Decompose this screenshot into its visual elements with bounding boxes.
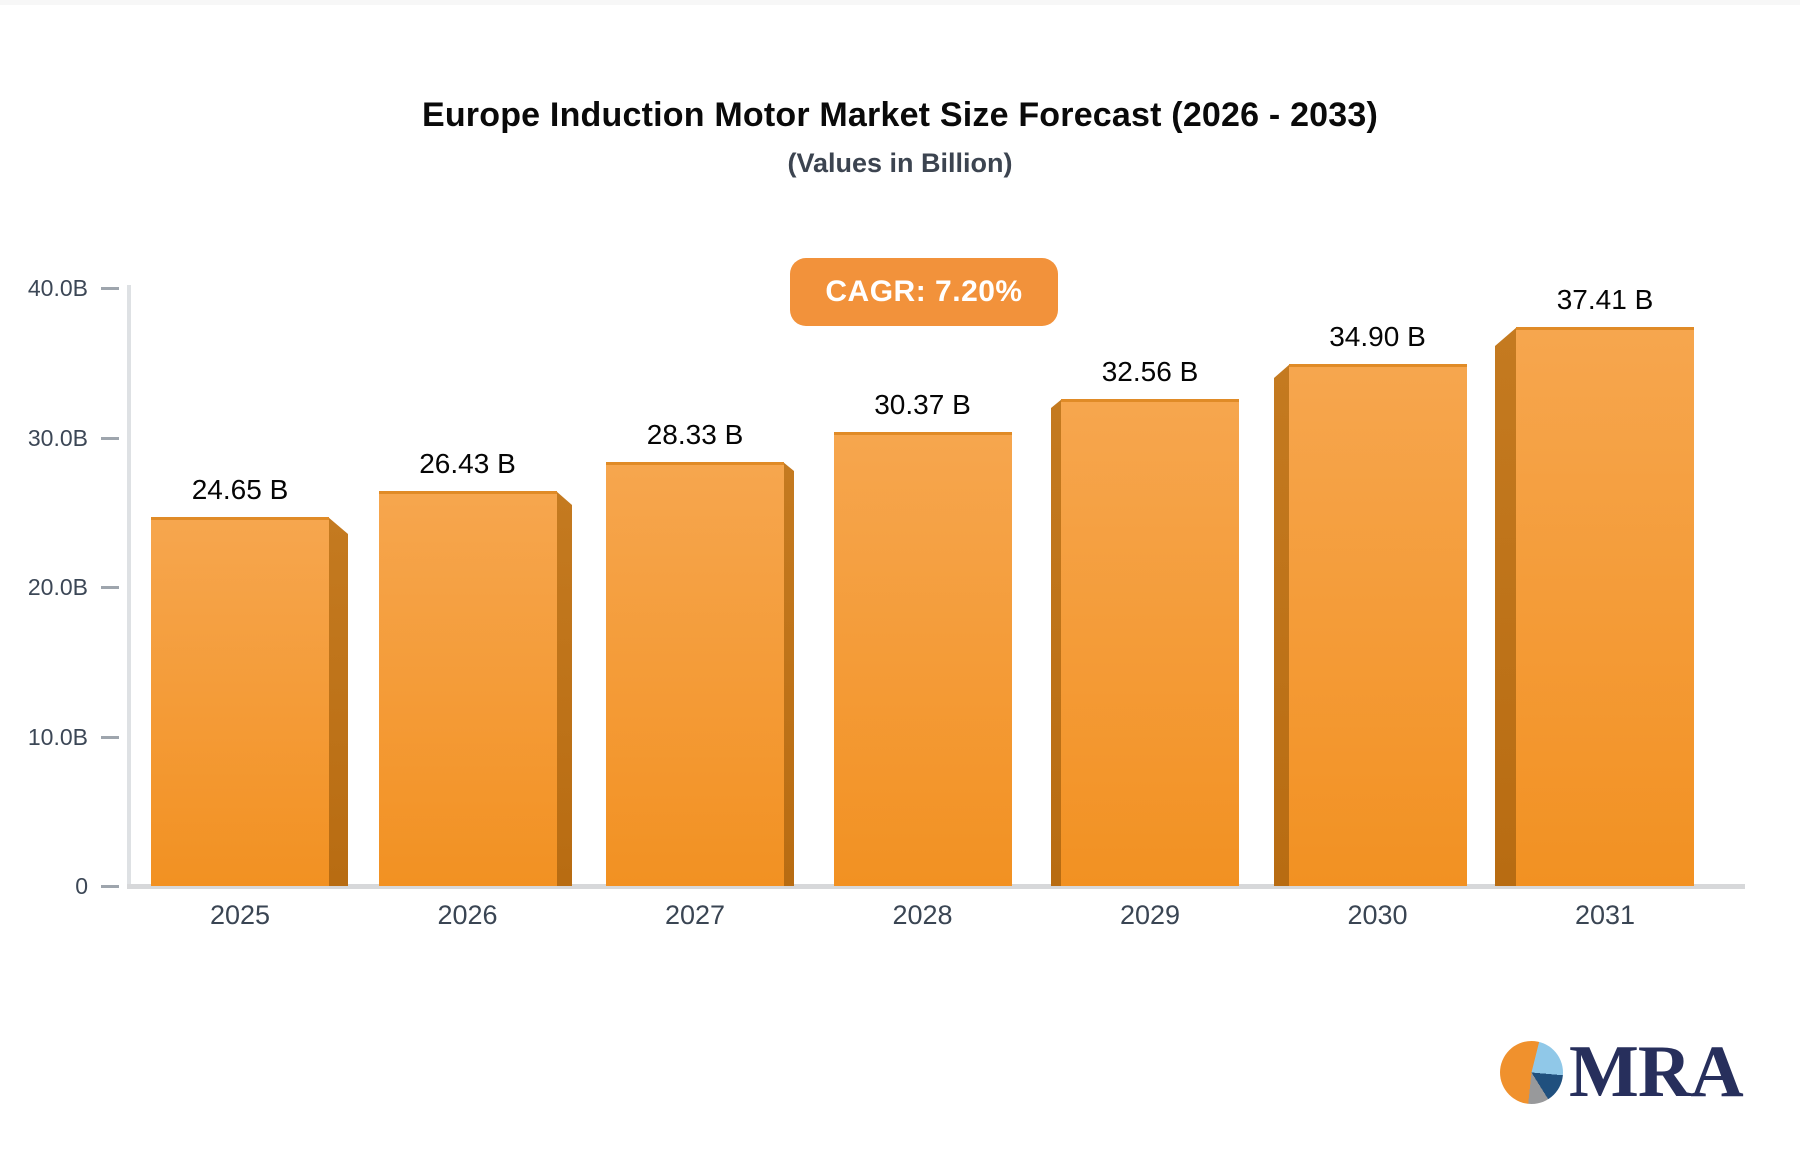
y-axis-tick xyxy=(101,885,119,888)
x-axis-category-label: 2026 xyxy=(437,900,498,930)
bar-3d-side xyxy=(556,491,572,886)
bar-3d-side xyxy=(1051,399,1062,886)
bar xyxy=(1516,327,1694,886)
bar-3d-side xyxy=(783,462,794,886)
bar-value-label: 37.41 B xyxy=(1556,284,1654,315)
logo-text: MRA xyxy=(1569,1031,1744,1113)
chart-subtitle: (Values in Billion) xyxy=(787,148,1013,178)
top-strip xyxy=(0,0,1800,5)
y-axis-tick-label: 10.0B xyxy=(27,723,88,750)
y-axis-tick-label: 30.0B xyxy=(27,424,88,451)
y-axis-tick xyxy=(101,287,119,290)
y-axis-tick xyxy=(101,735,119,739)
bar-3d-side xyxy=(328,517,348,886)
bar-3d-side xyxy=(1274,364,1290,886)
x-axis-category-label: 2025 xyxy=(209,900,271,930)
bar-value-label: 28.33 B xyxy=(646,419,744,450)
x-axis-category-label: 2030 xyxy=(1347,900,1408,930)
logo-pie-icon xyxy=(1500,1040,1563,1104)
bar xyxy=(606,462,784,886)
x-axis-category-label: 2031 xyxy=(1574,900,1636,930)
y-axis-line xyxy=(127,285,131,886)
bar-value-label: 30.37 B xyxy=(874,389,971,420)
mra-logo: MRA xyxy=(1500,1031,1744,1113)
bar-value-label: 26.43 B xyxy=(419,448,516,479)
y-axis-tick-label: 0 xyxy=(75,873,88,899)
bar-value-label: 24.65 B xyxy=(191,474,289,505)
cagr-badge: CAGR: 7.20% xyxy=(790,258,1058,326)
x-axis-category-label: 2027 xyxy=(664,900,726,930)
chart-title: Europe Induction Motor Market Size Forec… xyxy=(421,96,1379,134)
bar-3d-side xyxy=(1495,327,1517,886)
y-axis-tick-label: 20.0B xyxy=(27,574,88,600)
bar xyxy=(1289,364,1467,886)
x-axis-category-label: 2029 xyxy=(1119,900,1181,930)
bar xyxy=(1061,399,1239,886)
y-axis-tick xyxy=(101,586,119,589)
bar xyxy=(379,491,557,886)
bar xyxy=(834,432,1012,886)
x-axis-category-label: 2028 xyxy=(892,900,953,930)
bar xyxy=(151,517,329,886)
y-axis-tick-label: 40.0B xyxy=(27,275,88,301)
bar-value-label: 32.56 B xyxy=(1101,356,1199,387)
bar-value-label: 34.90 B xyxy=(1329,321,1426,352)
x-axis-baseline xyxy=(127,884,1745,889)
y-axis-tick xyxy=(101,436,119,440)
